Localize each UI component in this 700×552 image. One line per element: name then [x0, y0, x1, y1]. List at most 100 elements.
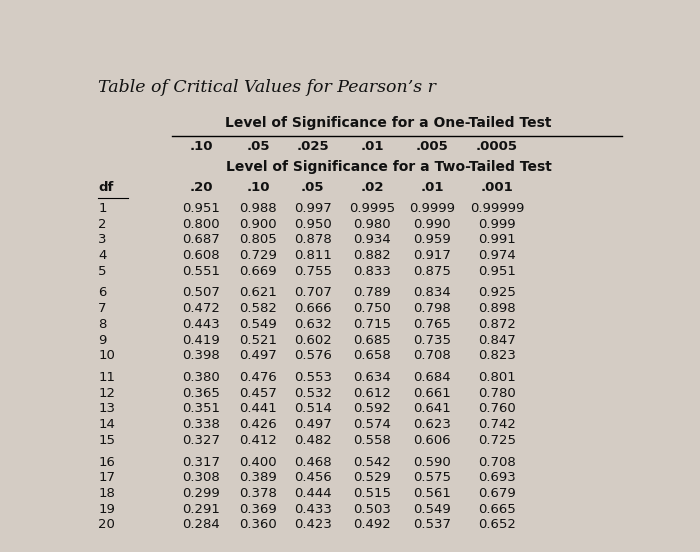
Text: 0.974: 0.974: [478, 249, 516, 262]
Text: 11: 11: [98, 371, 116, 384]
Text: 0.684: 0.684: [413, 371, 451, 384]
Text: 0.875: 0.875: [413, 265, 451, 278]
Text: 0.780: 0.780: [478, 387, 516, 400]
Text: 0.400: 0.400: [239, 455, 277, 469]
Text: 0.308: 0.308: [183, 471, 220, 484]
Text: 0.823: 0.823: [478, 349, 516, 362]
Text: 13: 13: [98, 402, 116, 416]
Text: 0.412: 0.412: [239, 434, 277, 447]
Text: Level of Significance for a Two-Tailed Test: Level of Significance for a Two-Tailed T…: [225, 160, 552, 174]
Text: 0.608: 0.608: [183, 249, 220, 262]
Text: 0.685: 0.685: [354, 333, 391, 347]
Text: 16: 16: [98, 455, 116, 469]
Text: 0.750: 0.750: [354, 302, 391, 315]
Text: 0.365: 0.365: [183, 387, 220, 400]
Text: 1: 1: [98, 202, 107, 215]
Text: .001: .001: [481, 181, 514, 194]
Text: 0.925: 0.925: [478, 286, 516, 299]
Text: 10: 10: [98, 349, 116, 362]
Text: 0.606: 0.606: [413, 434, 451, 447]
Text: 0.542: 0.542: [354, 455, 391, 469]
Text: 0.9999: 0.9999: [409, 202, 455, 215]
Text: 0.959: 0.959: [413, 233, 451, 246]
Text: Level of Significance for a One-Tailed Test: Level of Significance for a One-Tailed T…: [225, 116, 552, 130]
Text: Table of Critical Values for Pearson’s r: Table of Critical Values for Pearson’s r: [98, 79, 436, 96]
Text: 0.378: 0.378: [239, 487, 277, 500]
Text: 0.621: 0.621: [239, 286, 277, 299]
Text: 0.990: 0.990: [413, 217, 451, 231]
Text: 0.419: 0.419: [183, 333, 220, 347]
Text: 0.872: 0.872: [478, 318, 516, 331]
Text: 0.590: 0.590: [413, 455, 451, 469]
Text: 0.801: 0.801: [478, 371, 516, 384]
Text: 5: 5: [98, 265, 107, 278]
Text: 0.582: 0.582: [239, 302, 277, 315]
Text: 0.592: 0.592: [354, 402, 391, 416]
Text: 0.997: 0.997: [294, 202, 332, 215]
Text: .025: .025: [296, 140, 329, 153]
Text: 0.602: 0.602: [294, 333, 332, 347]
Text: 0.497: 0.497: [294, 418, 332, 431]
Text: 19: 19: [98, 503, 116, 516]
Text: 0.641: 0.641: [413, 402, 451, 416]
Text: 0.549: 0.549: [239, 318, 277, 331]
Text: df: df: [98, 181, 113, 194]
Text: 0.707: 0.707: [294, 286, 332, 299]
Text: 0.576: 0.576: [294, 349, 332, 362]
Text: 0.380: 0.380: [183, 371, 220, 384]
Text: 0.558: 0.558: [354, 434, 391, 447]
Text: 14: 14: [98, 418, 116, 431]
Text: 8: 8: [98, 318, 106, 331]
Text: 0.456: 0.456: [294, 471, 332, 484]
Text: .10: .10: [190, 140, 214, 153]
Text: 0.515: 0.515: [354, 487, 391, 500]
Text: 0.426: 0.426: [239, 418, 277, 431]
Text: 0.612: 0.612: [354, 387, 391, 400]
Text: .0005: .0005: [476, 140, 518, 153]
Text: 0.338: 0.338: [183, 418, 220, 431]
Text: 0.760: 0.760: [478, 402, 516, 416]
Text: 0.735: 0.735: [413, 333, 451, 347]
Text: 6: 6: [98, 286, 106, 299]
Text: 0.725: 0.725: [478, 434, 516, 447]
Text: 0.900: 0.900: [239, 217, 277, 231]
Text: 17: 17: [98, 471, 116, 484]
Text: 0.882: 0.882: [354, 249, 391, 262]
Text: 0.291: 0.291: [183, 503, 220, 516]
Text: 0.951: 0.951: [183, 202, 220, 215]
Text: 0.299: 0.299: [183, 487, 220, 500]
Text: 0.553: 0.553: [293, 371, 332, 384]
Text: 0.369: 0.369: [239, 503, 277, 516]
Text: 0.497: 0.497: [239, 349, 277, 362]
Text: 0.798: 0.798: [413, 302, 451, 315]
Text: 0.351: 0.351: [183, 402, 220, 416]
Text: 0.472: 0.472: [183, 302, 220, 315]
Text: 0.476: 0.476: [239, 371, 277, 384]
Text: .02: .02: [360, 181, 384, 194]
Text: 0.652: 0.652: [478, 518, 516, 532]
Text: .01: .01: [360, 140, 384, 153]
Text: 0.532: 0.532: [293, 387, 332, 400]
Text: 18: 18: [98, 487, 116, 500]
Text: 0.658: 0.658: [354, 349, 391, 362]
Text: 0.574: 0.574: [354, 418, 391, 431]
Text: 0.423: 0.423: [294, 518, 332, 532]
Text: 0.317: 0.317: [183, 455, 220, 469]
Text: 0.389: 0.389: [239, 471, 277, 484]
Text: 0.755: 0.755: [293, 265, 332, 278]
Text: 0.537: 0.537: [413, 518, 451, 532]
Text: 0.441: 0.441: [239, 402, 277, 416]
Text: 0.951: 0.951: [478, 265, 516, 278]
Text: 0.847: 0.847: [478, 333, 516, 347]
Text: 0.729: 0.729: [239, 249, 277, 262]
Text: 0.934: 0.934: [354, 233, 391, 246]
Text: 0.507: 0.507: [183, 286, 220, 299]
Text: 0.950: 0.950: [294, 217, 332, 231]
Text: 0.991: 0.991: [478, 233, 516, 246]
Text: .005: .005: [416, 140, 449, 153]
Text: 15: 15: [98, 434, 116, 447]
Text: 0.834: 0.834: [413, 286, 451, 299]
Text: 2: 2: [98, 217, 107, 231]
Text: 0.765: 0.765: [413, 318, 451, 331]
Text: 0.433: 0.433: [294, 503, 332, 516]
